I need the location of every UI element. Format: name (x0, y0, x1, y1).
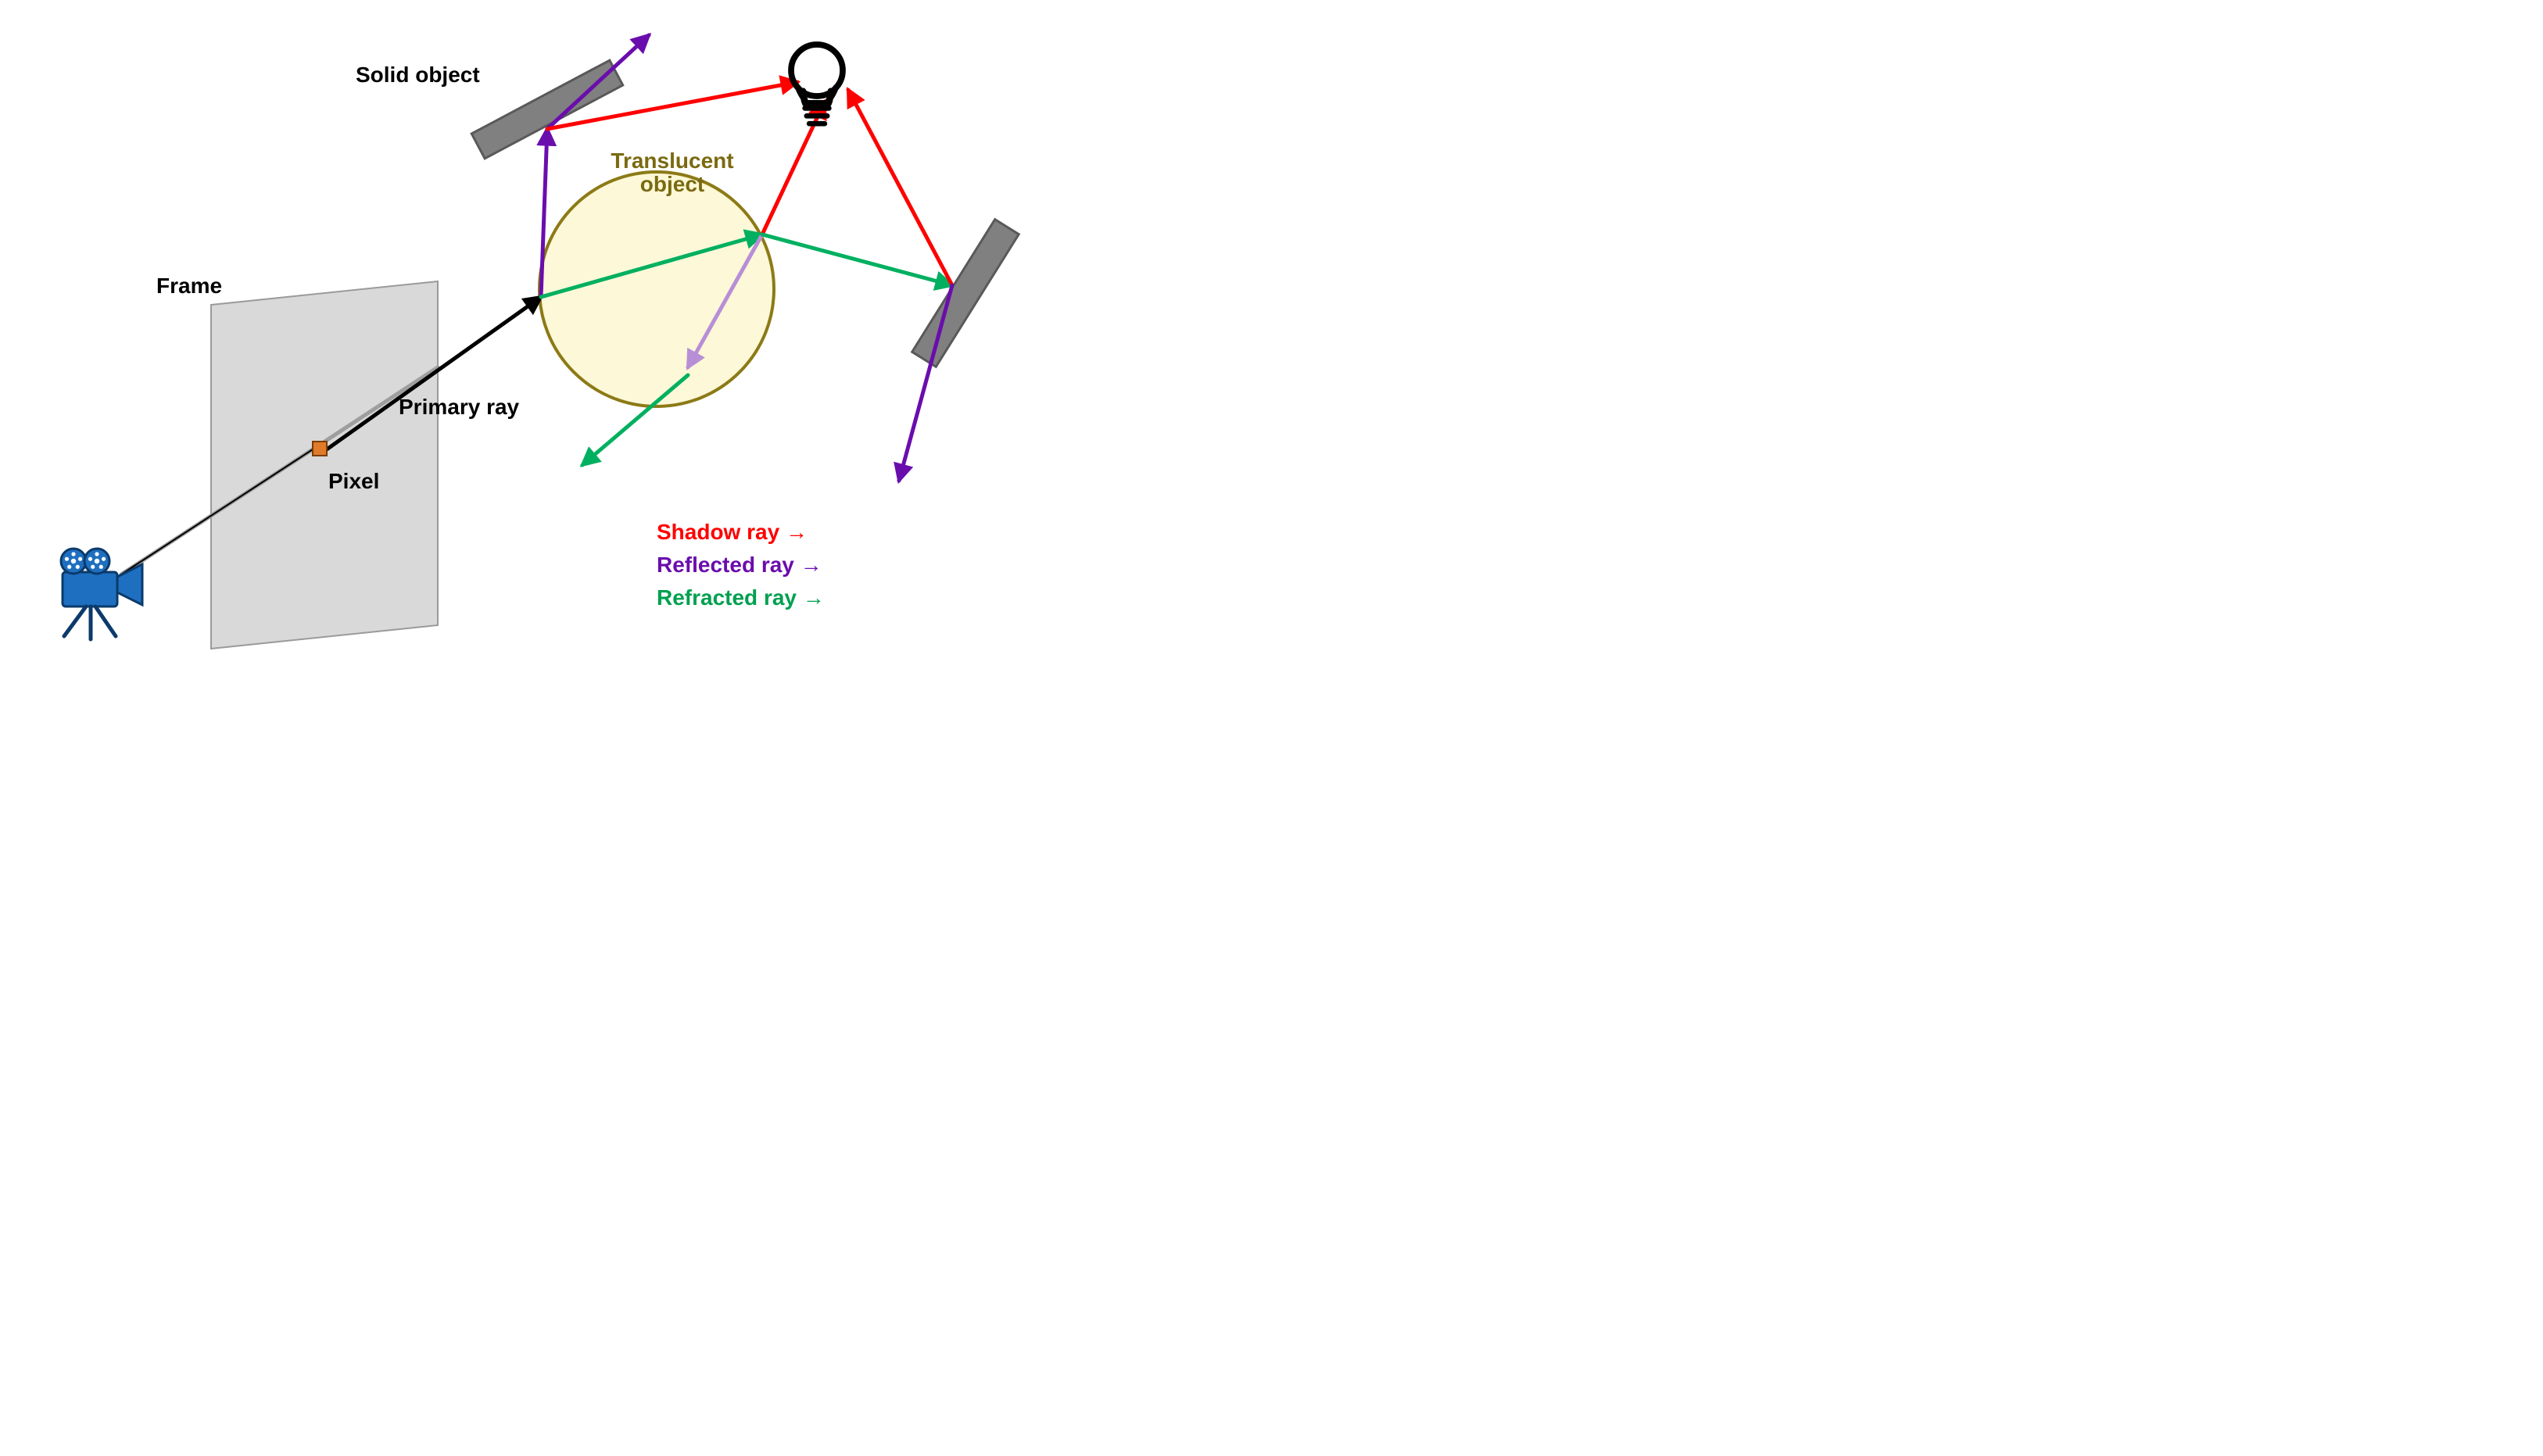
ray (848, 90, 952, 285)
camera-icon (61, 549, 142, 639)
label-pixel: Pixel (328, 469, 379, 493)
pixel (313, 442, 327, 456)
legend-reflected: Reflected ray → (657, 553, 822, 577)
label-translucent-2: object (640, 172, 704, 196)
label-translucent-1: Translucent (611, 148, 733, 173)
legend-shadow: Shadow ray → (657, 520, 808, 544)
lightbulb-icon (791, 45, 843, 123)
legend-refracted: Refracted ray → (657, 585, 825, 610)
label-frame: Frame (156, 274, 222, 298)
frame-plane (211, 281, 438, 649)
label-solid-object: Solid object (356, 63, 480, 87)
ray (762, 234, 952, 285)
ray (899, 285, 952, 481)
label-primary-ray: Primary ray (399, 395, 520, 419)
ray (547, 35, 649, 129)
